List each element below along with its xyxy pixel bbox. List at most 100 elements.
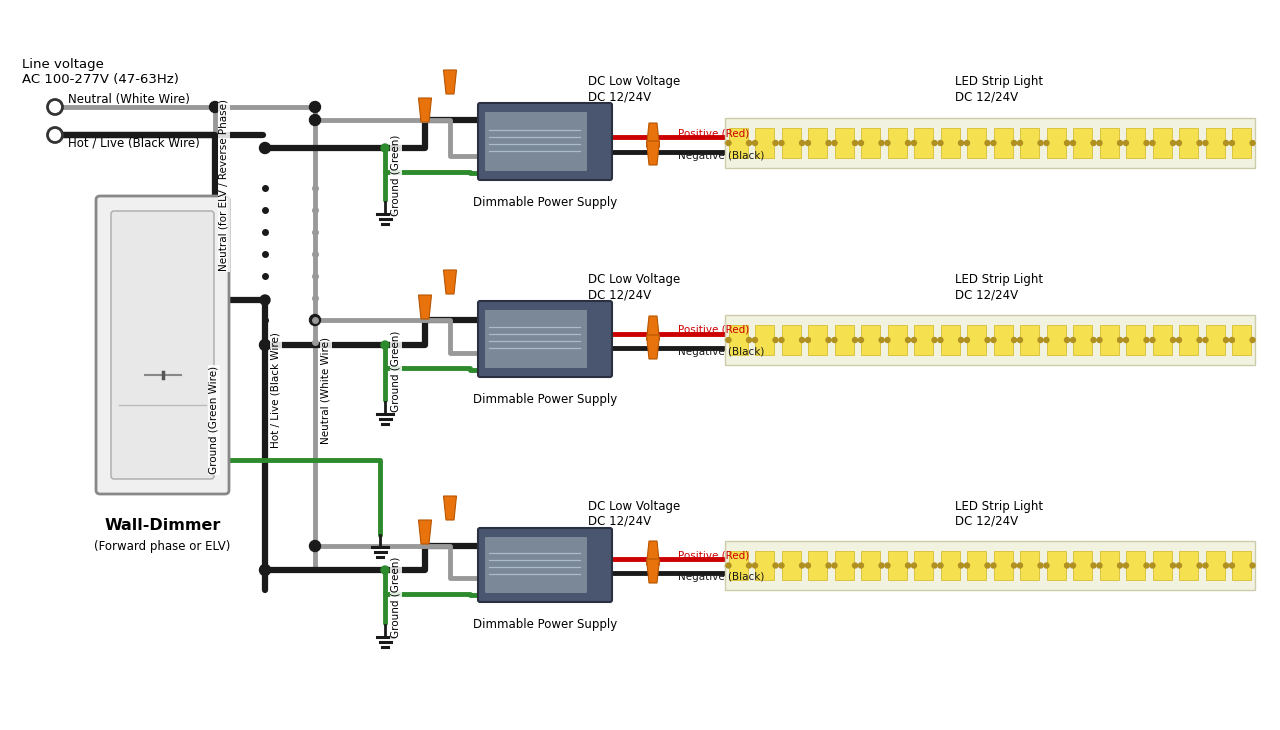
Polygon shape [646, 316, 659, 340]
Text: Line voltage
AC 100-277V (47-63Hz): Line voltage AC 100-277V (47-63Hz) [22, 58, 179, 86]
Circle shape [1203, 337, 1208, 342]
Circle shape [260, 295, 270, 305]
Bar [995, 128, 1012, 158]
Polygon shape [646, 559, 659, 583]
FancyBboxPatch shape [477, 103, 612, 180]
Text: Dimmable Power Supply: Dimmable Power Supply [472, 393, 617, 406]
Bar [995, 551, 1012, 580]
Circle shape [911, 563, 916, 568]
Bar [861, 128, 881, 158]
Circle shape [991, 563, 996, 568]
Bar [968, 325, 986, 355]
Bar [968, 128, 986, 158]
Bar [730, 325, 748, 355]
Circle shape [964, 140, 969, 145]
Circle shape [1124, 337, 1129, 342]
Circle shape [1091, 337, 1096, 342]
Bar [1153, 325, 1171, 355]
Text: Wall-Dimmer: Wall-Dimmer [104, 518, 220, 533]
Circle shape [800, 563, 805, 568]
Text: LED Strip Light
DC 12/24V: LED Strip Light DC 12/24V [955, 273, 1043, 301]
Bar [861, 551, 881, 580]
Circle shape [1065, 563, 1070, 568]
FancyBboxPatch shape [111, 211, 214, 479]
FancyBboxPatch shape [485, 537, 588, 593]
Bar [835, 325, 854, 355]
Circle shape [1224, 140, 1229, 145]
Circle shape [800, 140, 805, 145]
Circle shape [852, 140, 858, 145]
Circle shape [1176, 337, 1181, 342]
Bar [755, 128, 774, 158]
Bar [1233, 128, 1251, 158]
Bar [755, 551, 774, 580]
Bar [1206, 551, 1225, 580]
Circle shape [726, 563, 731, 568]
Bar [782, 325, 800, 355]
Circle shape [1011, 563, 1016, 568]
Bar [1179, 128, 1198, 158]
Circle shape [911, 140, 916, 145]
Circle shape [1065, 140, 1070, 145]
Bar [1074, 128, 1092, 158]
Circle shape [1251, 337, 1254, 342]
Circle shape [826, 140, 831, 145]
Circle shape [260, 142, 270, 153]
Circle shape [773, 140, 778, 145]
FancyBboxPatch shape [477, 528, 612, 602]
Circle shape [964, 337, 969, 342]
Circle shape [1044, 563, 1050, 568]
Bar [1100, 128, 1119, 158]
Text: Dimmable Power Supply: Dimmable Power Supply [472, 196, 617, 209]
Circle shape [959, 337, 964, 342]
Circle shape [1149, 563, 1155, 568]
Circle shape [938, 337, 943, 342]
Circle shape [310, 101, 320, 112]
Text: Hot / Live (Black Wire): Hot / Live (Black Wire) [271, 332, 282, 448]
Circle shape [986, 563, 989, 568]
Bar [1206, 325, 1225, 355]
Circle shape [832, 140, 837, 145]
Circle shape [959, 140, 964, 145]
Circle shape [726, 140, 731, 145]
Circle shape [1038, 140, 1043, 145]
Bar [755, 325, 774, 355]
Circle shape [1230, 140, 1234, 145]
Circle shape [1044, 337, 1050, 342]
Polygon shape [419, 295, 431, 319]
Bar [1126, 551, 1146, 580]
Bar [724, 315, 1254, 365]
Circle shape [884, 563, 890, 568]
Bar [724, 118, 1254, 168]
Polygon shape [443, 70, 457, 94]
Circle shape [1203, 140, 1208, 145]
Bar [1074, 551, 1092, 580]
Bar [1126, 128, 1146, 158]
Circle shape [986, 140, 989, 145]
Circle shape [773, 337, 778, 342]
Circle shape [905, 563, 910, 568]
FancyBboxPatch shape [477, 301, 612, 377]
Circle shape [310, 115, 320, 126]
Circle shape [1018, 140, 1023, 145]
Polygon shape [443, 270, 457, 294]
Circle shape [938, 140, 943, 145]
Circle shape [1117, 337, 1123, 342]
Text: DC Low Voltage
DC 12/24V: DC Low Voltage DC 12/24V [588, 75, 680, 103]
Circle shape [1044, 140, 1050, 145]
Bar [888, 551, 906, 580]
Circle shape [753, 337, 758, 342]
Circle shape [1170, 563, 1175, 568]
Circle shape [1018, 563, 1023, 568]
Circle shape [1251, 563, 1254, 568]
Circle shape [852, 337, 858, 342]
Bar [861, 325, 881, 355]
Circle shape [879, 563, 884, 568]
Bar [1126, 325, 1146, 355]
Circle shape [1011, 337, 1016, 342]
Circle shape [964, 563, 969, 568]
FancyBboxPatch shape [485, 112, 588, 171]
Circle shape [47, 99, 63, 115]
Circle shape [1197, 563, 1202, 568]
Circle shape [381, 566, 389, 574]
